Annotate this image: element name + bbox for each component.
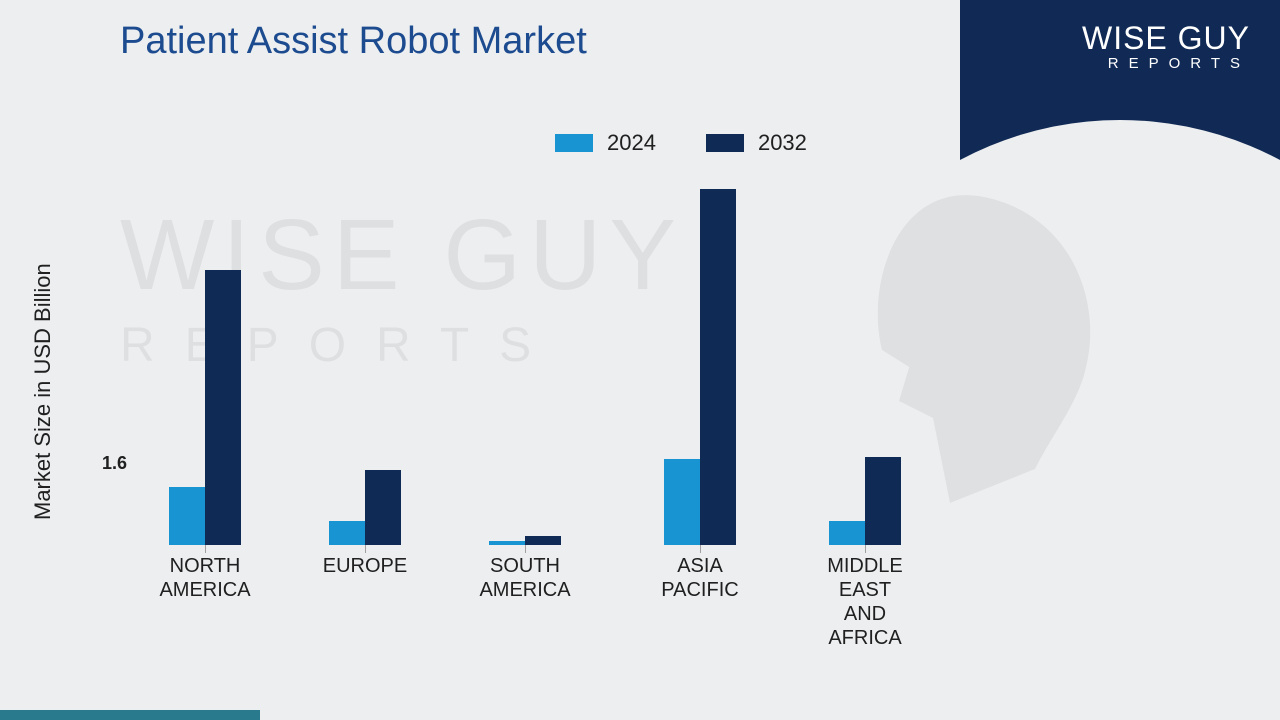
legend-label-2032: 2032 xyxy=(758,130,807,156)
bar-group xyxy=(630,189,770,545)
bar-group xyxy=(455,536,595,545)
y-axis-label: Market Size in USD Billion xyxy=(30,263,56,520)
legend-swatch-2024 xyxy=(555,134,593,152)
bottom-accent-bar xyxy=(0,710,260,720)
legend-item-2032: 2032 xyxy=(706,130,807,156)
bar-group xyxy=(795,457,935,545)
bar-group xyxy=(295,470,435,545)
bar xyxy=(865,457,901,545)
x-axis-label: NORTH AMERICA xyxy=(135,554,275,602)
bar-group xyxy=(135,270,275,545)
bar xyxy=(169,487,205,545)
legend-item-2024: 2024 xyxy=(555,130,656,156)
bar xyxy=(664,459,700,545)
bar xyxy=(829,521,865,545)
bar xyxy=(329,521,365,545)
bar xyxy=(700,189,736,545)
plot-area: 1.6 xyxy=(100,180,920,545)
bar xyxy=(205,270,241,545)
y-tick-label: 1.6 xyxy=(102,453,127,474)
legend: 2024 2032 xyxy=(555,130,807,156)
x-axis-labels: NORTH AMERICA EUROPE SOUTH AMERICA ASIA PAC… xyxy=(100,548,920,678)
x-axis-label: EUROPE xyxy=(295,554,435,578)
brand-line2: REPORTS xyxy=(1082,55,1250,72)
legend-swatch-2032 xyxy=(706,134,744,152)
chart-title: Patient Assist Robot Market xyxy=(120,20,587,63)
x-axis-label: MIDDLE EAST AND AFRICA xyxy=(795,554,935,650)
x-axis-label: SOUTH AMERICA xyxy=(455,554,595,602)
bar xyxy=(489,541,525,545)
x-axis-label: ASIA PACIFIC xyxy=(630,554,770,602)
brand-line1: WISE GUY xyxy=(1082,20,1250,57)
legend-label-2024: 2024 xyxy=(607,130,656,156)
chart-card: Patient Assist Robot Market WISE GUY REP… xyxy=(0,0,1280,720)
bar xyxy=(365,470,401,545)
bar xyxy=(525,536,561,545)
brand-logo: WISE GUY REPORTS xyxy=(1082,20,1250,72)
